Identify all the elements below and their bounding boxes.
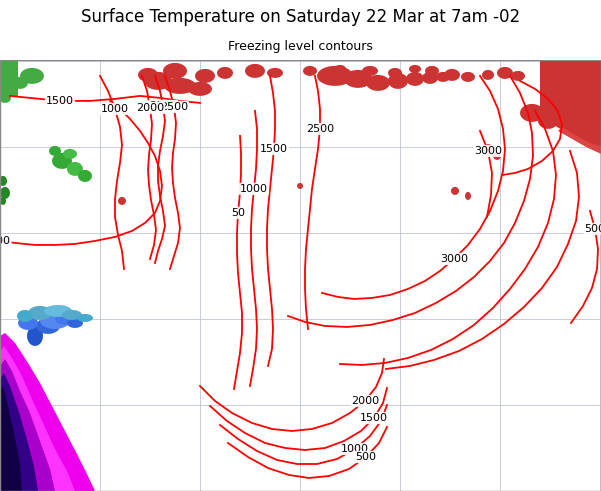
Polygon shape (20, 68, 44, 84)
Polygon shape (245, 64, 265, 78)
Text: 1500: 1500 (360, 413, 388, 423)
Text: 50: 50 (231, 208, 245, 218)
Polygon shape (164, 78, 196, 94)
Text: 2000: 2000 (351, 396, 379, 406)
Polygon shape (520, 104, 544, 122)
Polygon shape (12, 77, 28, 89)
Polygon shape (0, 359, 55, 491)
Polygon shape (493, 152, 501, 160)
Polygon shape (27, 326, 43, 346)
Polygon shape (40, 313, 70, 329)
Text: 2500: 2500 (306, 124, 334, 134)
Text: 1500: 1500 (46, 96, 74, 106)
Polygon shape (425, 66, 439, 76)
Polygon shape (0, 60, 18, 96)
Polygon shape (482, 70, 494, 80)
Polygon shape (406, 72, 424, 86)
Polygon shape (344, 70, 372, 88)
Polygon shape (388, 68, 402, 78)
Text: 3000: 3000 (440, 254, 468, 264)
Polygon shape (163, 63, 187, 79)
Polygon shape (538, 113, 558, 129)
Polygon shape (422, 72, 438, 84)
Polygon shape (0, 187, 10, 199)
Text: 1000: 1000 (101, 104, 129, 114)
Polygon shape (558, 127, 601, 154)
Polygon shape (49, 146, 61, 156)
Polygon shape (0, 346, 75, 491)
Polygon shape (67, 318, 83, 328)
Polygon shape (0, 93, 11, 103)
Text: 500: 500 (585, 224, 601, 234)
Polygon shape (409, 65, 421, 73)
Polygon shape (362, 66, 378, 76)
Text: Surface Temperature on Saturday 22 Mar at 7am -02: Surface Temperature on Saturday 22 Mar a… (81, 8, 520, 26)
Polygon shape (77, 314, 93, 322)
Polygon shape (63, 149, 77, 159)
Polygon shape (18, 316, 38, 330)
Polygon shape (36, 318, 60, 334)
Polygon shape (497, 67, 513, 79)
Polygon shape (78, 170, 92, 182)
Polygon shape (511, 71, 525, 81)
Polygon shape (144, 72, 172, 90)
Polygon shape (52, 153, 72, 169)
Text: Freezing level contours: Freezing level contours (228, 40, 373, 53)
Polygon shape (0, 197, 6, 205)
Polygon shape (28, 306, 52, 320)
Polygon shape (444, 69, 460, 81)
Polygon shape (44, 305, 72, 317)
Polygon shape (0, 373, 38, 491)
Text: 1000: 1000 (341, 444, 369, 454)
Polygon shape (540, 60, 601, 151)
Text: 500: 500 (0, 236, 10, 246)
Polygon shape (388, 73, 408, 89)
Polygon shape (188, 82, 212, 96)
Polygon shape (0, 333, 95, 491)
Text: 1500: 1500 (260, 144, 288, 154)
Polygon shape (17, 310, 33, 322)
Text: 500: 500 (356, 452, 376, 462)
Polygon shape (67, 162, 83, 176)
Polygon shape (303, 66, 317, 76)
Polygon shape (461, 72, 475, 82)
Polygon shape (366, 75, 390, 91)
Polygon shape (436, 72, 450, 82)
Polygon shape (297, 183, 303, 189)
Polygon shape (483, 144, 493, 154)
Polygon shape (195, 69, 215, 83)
Text: 2000: 2000 (136, 103, 164, 113)
Polygon shape (267, 68, 283, 78)
Text: 2500: 2500 (160, 102, 188, 112)
Text: 1000: 1000 (240, 184, 268, 194)
Polygon shape (217, 67, 233, 79)
Polygon shape (0, 176, 7, 186)
Polygon shape (334, 65, 346, 73)
Polygon shape (55, 313, 75, 325)
Polygon shape (0, 386, 22, 491)
Polygon shape (62, 310, 82, 320)
Polygon shape (465, 192, 471, 200)
Polygon shape (451, 187, 459, 195)
Polygon shape (118, 197, 126, 205)
Polygon shape (138, 68, 158, 82)
Text: 3000: 3000 (474, 146, 502, 156)
Text: 3000: 3000 (149, 101, 177, 111)
Polygon shape (317, 66, 353, 86)
